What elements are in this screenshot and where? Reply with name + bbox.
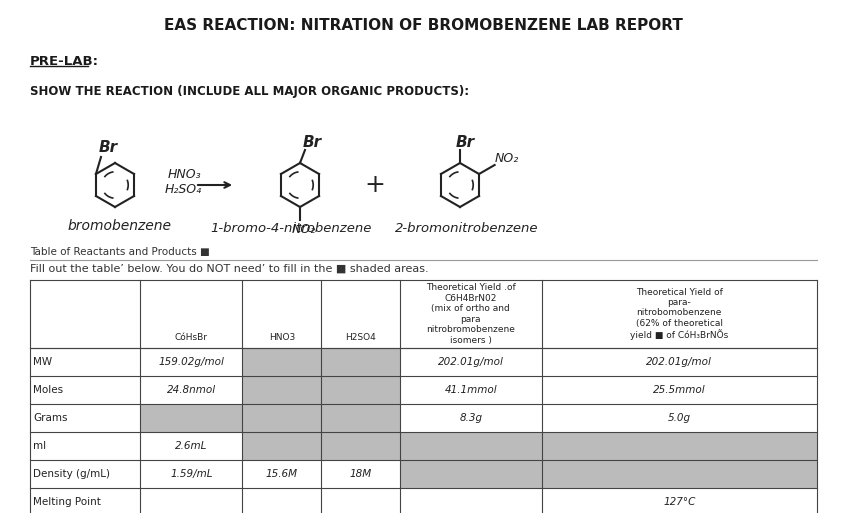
Text: 159.02g/mol: 159.02g/mol <box>158 357 224 367</box>
Bar <box>321 404 400 432</box>
Text: PRE-LAB:: PRE-LAB: <box>30 55 99 68</box>
Text: 2.6mL: 2.6mL <box>175 441 208 451</box>
Text: H₂SO₄: H₂SO₄ <box>165 183 202 196</box>
Bar <box>242 432 321 460</box>
Bar <box>400 432 541 460</box>
Text: 41.1mmol: 41.1mmol <box>445 385 497 395</box>
Text: Density (g/mL): Density (g/mL) <box>33 469 110 479</box>
Text: Fill out the table’ below. You do NOT need’ to fill in the ■ shaded areas.: Fill out the table’ below. You do NOT ne… <box>30 264 429 274</box>
Text: EAS REACTION: NITRATION OF BROMOBENZENE LAB REPORT: EAS REACTION: NITRATION OF BROMOBENZENE … <box>163 18 683 33</box>
Text: 25.5mmol: 25.5mmol <box>653 385 706 395</box>
Text: Melting Point: Melting Point <box>33 497 101 507</box>
Text: MW: MW <box>33 357 53 367</box>
Text: Theoretical Yield of
para-
nitrobomobenzene
(62% of theoretical
yield ■ of CóH₃B: Theoretical Yield of para- nitrobomobenz… <box>630 288 728 341</box>
Text: H2SO4: H2SO4 <box>346 333 376 342</box>
Text: Br: Br <box>456 135 475 150</box>
Text: SHOW THE REACTION (INCLUDE ALL MAJOR ORGANIC PRODUCTS):: SHOW THE REACTION (INCLUDE ALL MAJOR ORG… <box>30 85 469 98</box>
Text: CóHsBr: CóHsBr <box>174 333 208 342</box>
Text: Br: Br <box>303 135 322 150</box>
Bar <box>242 404 321 432</box>
Text: +: + <box>364 173 385 197</box>
Bar <box>242 348 321 376</box>
Bar <box>141 404 242 432</box>
Text: Table of Reactants and Products ■: Table of Reactants and Products ■ <box>30 247 210 257</box>
Bar <box>321 376 400 404</box>
Text: 5.0g: 5.0g <box>667 413 691 423</box>
Bar <box>541 460 817 488</box>
Text: ml: ml <box>33 441 46 451</box>
Text: Br: Br <box>99 140 118 155</box>
Text: 202.01g/mol: 202.01g/mol <box>438 357 504 367</box>
Bar <box>400 460 541 488</box>
Bar <box>242 376 321 404</box>
Text: 1.59/mL: 1.59/mL <box>170 469 213 479</box>
Text: Theoretical Yield .of
C6H4BrN02
(mix of ortho and
para
nitrobromobenzene
isomers: Theoretical Yield .of C6H4BrN02 (mix of … <box>426 284 516 345</box>
Text: 127°C: 127°C <box>663 497 695 507</box>
Bar <box>541 432 817 460</box>
Text: NO₂: NO₂ <box>292 223 316 236</box>
Text: 202.01g/mol: 202.01g/mol <box>646 357 712 367</box>
Text: Moles: Moles <box>33 385 64 395</box>
Text: Grams: Grams <box>33 413 68 423</box>
Text: 8.3g: 8.3g <box>459 413 482 423</box>
Text: HNO3: HNO3 <box>268 333 295 342</box>
Text: 1-bromo-4-nitrobenzene: 1-bromo-4-nitrobenzene <box>210 222 371 235</box>
Bar <box>321 432 400 460</box>
Text: bromobenzene: bromobenzene <box>67 219 171 233</box>
Bar <box>321 348 400 376</box>
Text: HNO₃: HNO₃ <box>168 168 202 181</box>
Text: NO₂: NO₂ <box>495 152 519 165</box>
Text: 15.6M: 15.6M <box>266 469 298 479</box>
Text: 24.8nmol: 24.8nmol <box>167 385 216 395</box>
Text: 2-bromonitrobenzene: 2-bromonitrobenzene <box>395 222 539 235</box>
Text: 18M: 18M <box>350 469 372 479</box>
